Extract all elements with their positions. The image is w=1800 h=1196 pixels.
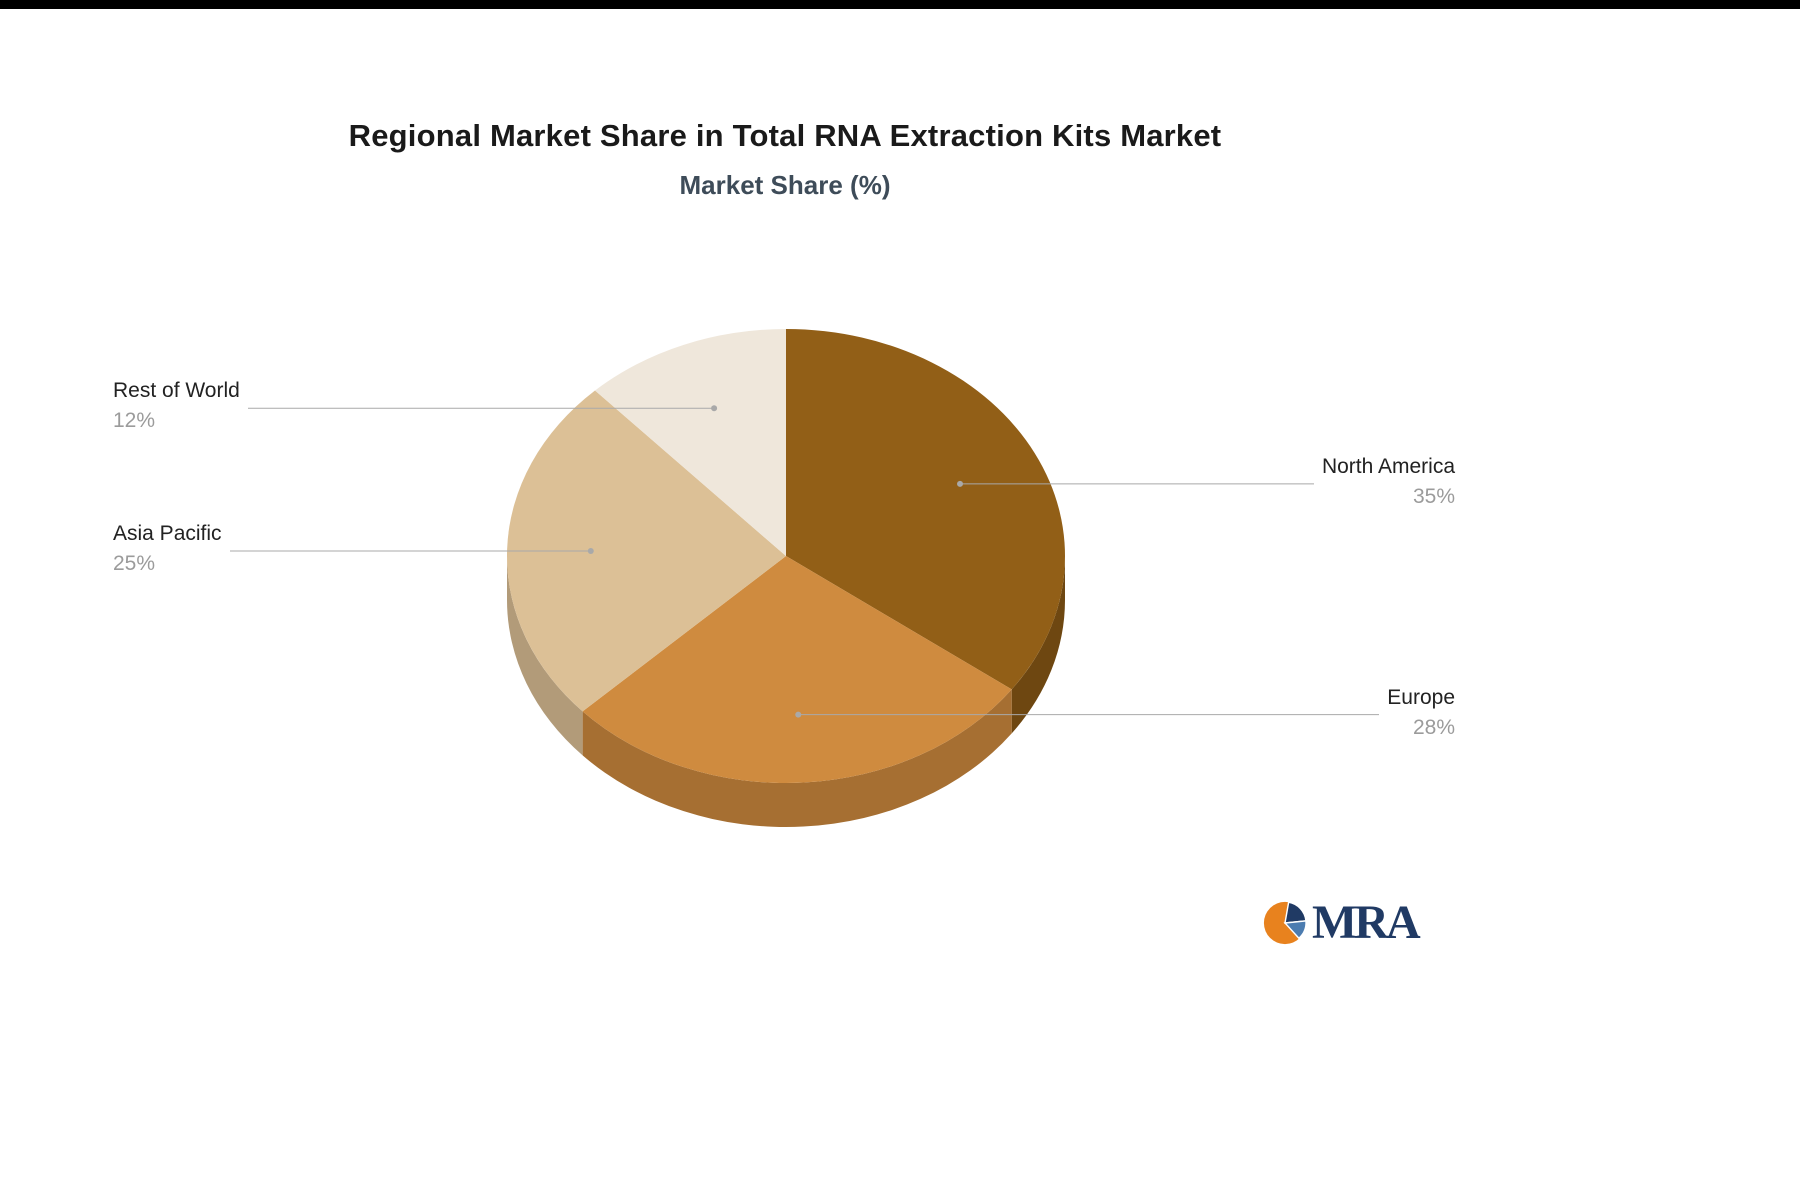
chart-subtitle: Market Share (%) [679, 170, 891, 200]
pie-label-rest-of-world: Rest of World 12% [113, 376, 240, 436]
pie-label-asia-pacific: Asia Pacific 25% [113, 519, 222, 579]
pie-slice-asia-pacific[interactable] [507, 390, 786, 712]
pie-label-north-america: North America 35% [1322, 452, 1455, 512]
pie-slice-europe[interactable] [582, 556, 1012, 784]
pie-slice-rest-of-world[interactable] [595, 329, 786, 556]
mra-logo: MRA [1262, 896, 1421, 949]
label-dot-europe [795, 711, 802, 718]
label-dot-north-america [957, 480, 964, 487]
pie-slice-side-europe [582, 689, 1012, 828]
pie-label-value: 12% [113, 409, 156, 433]
pie-slice-side-asia-pacific [507, 556, 583, 756]
pie-label-value: 25% [113, 552, 156, 575]
pie-label-value: 35% [1412, 484, 1455, 508]
label-dot-asia-pacific [587, 548, 594, 555]
pie-slice-north-america[interactable] [786, 329, 1065, 690]
mra-logo-text: MRA [1312, 896, 1421, 949]
pie-label-name: Europe [1387, 685, 1455, 709]
pie-label-name: North America [1321, 454, 1455, 478]
pie-label-value: 28% [1412, 715, 1455, 739]
chart-title: Regional Market Share in Total RNA Extra… [348, 118, 1222, 153]
pie-label-name: Asia Pacific [113, 522, 222, 545]
mra-logo-pie-icon [1263, 901, 1307, 945]
pie-label-name: Rest of World [113, 379, 240, 403]
pie-slice-side-north-america [1011, 556, 1065, 734]
label-dot-rest-of-world [711, 405, 718, 412]
pie-label-europe: Europe 28% [1387, 683, 1455, 743]
top-border [0, 0, 1800, 9]
